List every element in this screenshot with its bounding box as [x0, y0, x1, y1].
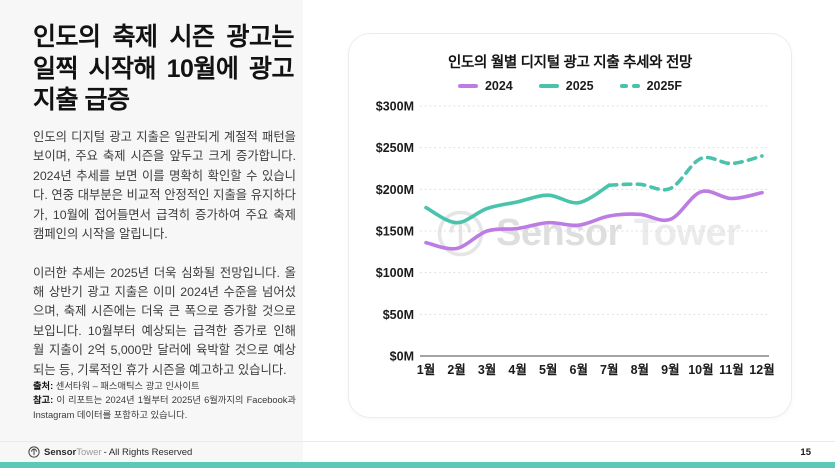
y-tick-label: $50M: [383, 308, 414, 322]
y-tick-label: $200M: [376, 183, 414, 197]
x-tick-label: 2월: [447, 362, 465, 377]
x-tick-label: 6월: [570, 362, 588, 377]
x-tick-label: 10월: [688, 362, 713, 377]
x-tick-label: 9월: [661, 362, 679, 377]
y-tick-label: $100M: [376, 266, 414, 280]
series-line-2025F: [607, 154, 764, 192]
footer: SensorTower - All Rights Reserved 15: [28, 444, 811, 460]
x-tick-label: 5월: [539, 362, 557, 377]
footer-rights-text: - All Rights Reserved: [103, 446, 193, 458]
series-line-2025: [424, 183, 612, 225]
x-tick-label: 7월: [600, 362, 618, 377]
footer-brand-text: SensorTower - All Rights Reserved: [44, 447, 192, 458]
legend-label: 2025F: [646, 79, 683, 93]
source-text: 센서타워 – 패스매틱스 광고 인사이트: [55, 381, 200, 391]
legend-item-2025: 2025: [538, 79, 594, 93]
y-tick-label: $150M: [376, 225, 414, 239]
legend-swatch-dashed: [619, 84, 640, 88]
chart-legend: 2024 2025 2025F: [349, 79, 791, 93]
x-tick-label: 8월: [631, 362, 649, 377]
x-tick-label: 11월: [719, 362, 744, 377]
sensortower-footer-logo-icon: [28, 446, 40, 458]
chart-title: 인도의 월별 디지털 광고 지출 추세와 전망: [447, 55, 693, 71]
chart-card: 인도의 월별 디지털 광고 지출 추세와 전망 2024 2025 2025F Se…: [348, 33, 792, 418]
source-label: 출처:: [33, 381, 54, 391]
legend-swatch-solid: [457, 84, 478, 88]
paragraph-1: 인도의 디지털 광고 지출은 일관되게 계절적 패턴을 보이며, 주요 축제 시…: [33, 130, 296, 242]
source-note: 출처: 센서타워 – 패스매틱스 광고 인사이트: [33, 379, 296, 393]
x-tick-label: 4월: [508, 362, 526, 377]
data-note: 참고: 이 리포트는 2024년 1월부터 2025년 6월까지의 Facebo…: [33, 393, 296, 422]
legend-swatch-solid: [538, 84, 559, 88]
x-tick-label: 3월: [478, 362, 496, 377]
footer-sensor-text: Sensor: [44, 446, 77, 458]
left-text-panel: 인도의 축제 시즌 광고는 일찍 시작해 10월에 광고 지출 급증 인도의 디…: [0, 0, 303, 462]
note-label: 참고:: [33, 395, 54, 406]
y-tick-label: $250M: [376, 141, 414, 155]
chart-plot: $0M $50M $100M $150M $200M $250M $300M 1월 2월 3월 4월…: [376, 100, 775, 378]
y-tick-label: $300M: [376, 100, 414, 114]
legend-label: 2025: [565, 79, 594, 93]
legend-item-2024: 2024: [457, 79, 513, 93]
page-number: 15: [800, 446, 811, 458]
footer-divider: [0, 441, 835, 442]
note-text: 이 리포트는 2024년 1월부터 2025년 6월까지의 Facebook과 …: [33, 395, 296, 420]
footer-tower-text: Tower: [76, 446, 102, 458]
x-tick-label: 1월: [417, 362, 435, 377]
paragraph-2: 이러한 추세는 2025년 더욱 심화될 전망입니다. 올해 상반기 광고 지출…: [33, 265, 296, 377]
legend-label: 2024: [484, 79, 513, 93]
body-copy: 인도의 디지털 광고 지출은 일관되게 계절적 패턴을 보이며, 주요 축제 시…: [33, 128, 296, 399]
footer-brand: SensorTower - All Rights Reserved: [28, 446, 192, 458]
bottom-accent-bar: [0, 462, 835, 468]
legend-item-2025F: 2025F: [619, 79, 683, 93]
page-title: 인도의 축제 시즌 광고는 일찍 시작해 10월에 광고 지출 급증: [33, 23, 295, 114]
x-tick-label: 12월: [749, 362, 774, 377]
footnotes: 출처: 센서타워 – 패스매틱스 광고 인사이트 참고: 이 리포트는 2024…: [33, 379, 296, 422]
series-line-2024: [424, 189, 764, 251]
y-tick-label: $0M: [390, 350, 414, 364]
